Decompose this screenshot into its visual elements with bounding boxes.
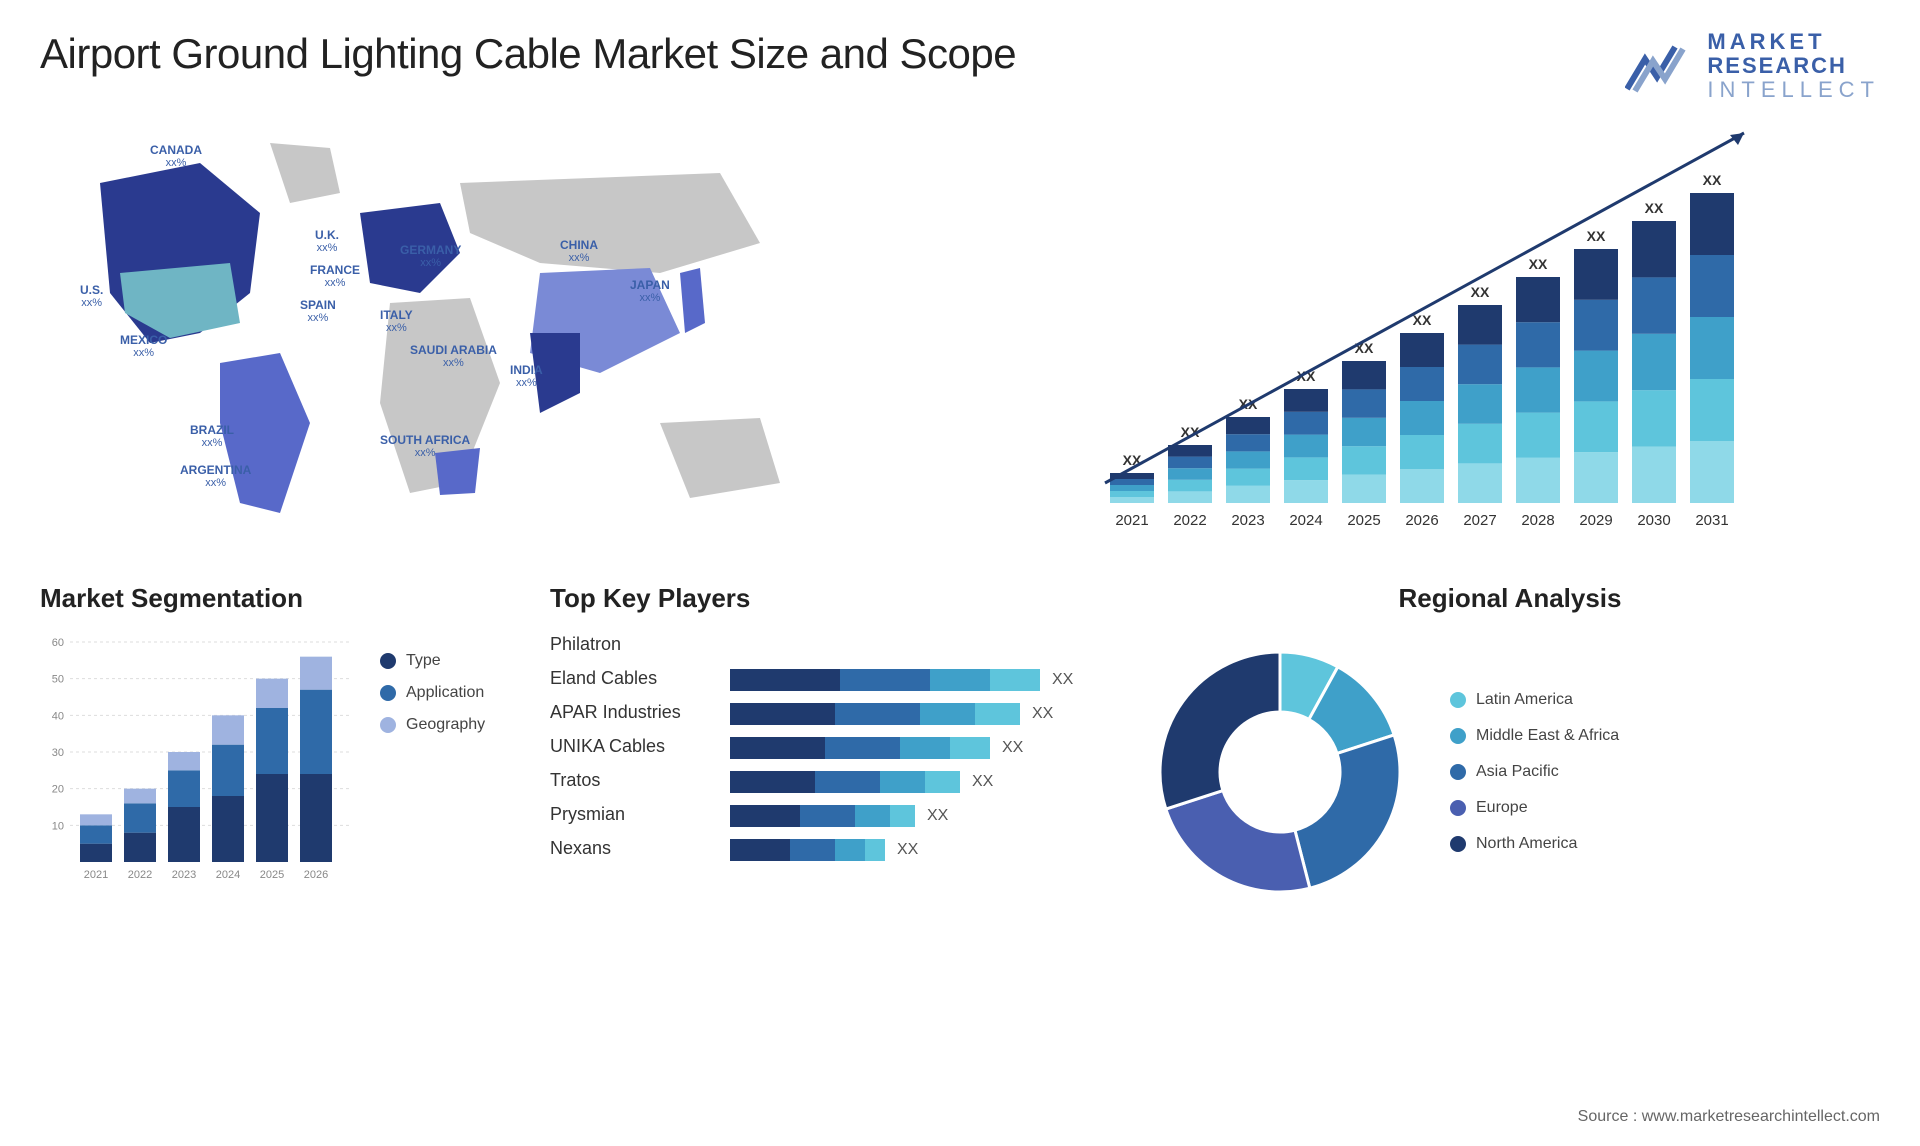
svg-text:2026: 2026 xyxy=(304,869,328,881)
map-label: JAPANxx% xyxy=(630,278,670,306)
key-player-name: Philatron xyxy=(550,634,720,662)
svg-text:2021: 2021 xyxy=(1115,512,1148,529)
svg-text:2025: 2025 xyxy=(1347,512,1380,529)
key-player-name: Tratos xyxy=(550,770,720,798)
map-label: FRANCExx% xyxy=(310,263,360,291)
legend-item: Type xyxy=(380,652,485,670)
map-label: SPAINxx% xyxy=(300,298,336,326)
map-label: U.K.xx% xyxy=(315,228,339,256)
page-title: Airport Ground Lighting Cable Market Siz… xyxy=(40,30,1016,78)
svg-text:10: 10 xyxy=(52,820,64,832)
svg-text:XX: XX xyxy=(1587,228,1606,244)
key-player-bar: XX xyxy=(730,770,1110,794)
map-label: ITALYxx% xyxy=(380,308,413,336)
svg-text:2024: 2024 xyxy=(216,869,240,881)
svg-text:30: 30 xyxy=(52,747,64,759)
map-label: U.S.xx% xyxy=(80,283,103,311)
svg-text:2030: 2030 xyxy=(1637,512,1670,529)
svg-text:2023: 2023 xyxy=(1231,512,1264,529)
region-legend-item: Europe xyxy=(1450,799,1619,817)
regional-panel: Regional Analysis Latin America Middle Ea… xyxy=(1140,583,1880,912)
svg-text:2023: 2023 xyxy=(172,869,196,881)
svg-text:2025: 2025 xyxy=(260,869,284,881)
map-label: MEXICOxx% xyxy=(120,333,167,361)
legend-item: Application xyxy=(380,684,485,702)
market-growth-chart: XX2021XX2022XX2023XX2024XX2025XX2026XX20… xyxy=(980,123,1880,543)
legend-item: Geography xyxy=(380,716,485,734)
map-label: GERMANYxx% xyxy=(400,243,461,271)
key-player-bar: XX xyxy=(730,838,1110,862)
svg-text:XX: XX xyxy=(1529,256,1548,272)
svg-text:50: 50 xyxy=(52,673,64,685)
key-players-title: Top Key Players xyxy=(550,583,1110,614)
svg-text:40: 40 xyxy=(52,710,64,722)
map-label: BRAZILxx% xyxy=(190,423,234,451)
logo-icon xyxy=(1625,39,1695,94)
key-player-name: Eland Cables xyxy=(550,668,720,696)
key-player-bar: XX xyxy=(730,668,1110,692)
region-legend-item: North America xyxy=(1450,835,1619,853)
region-legend-item: Asia Pacific xyxy=(1450,763,1619,781)
svg-text:2021: 2021 xyxy=(84,869,108,881)
svg-text:2027: 2027 xyxy=(1463,512,1496,529)
logo-line1: MARKET xyxy=(1707,30,1880,54)
map-label: SOUTH AFRICAxx% xyxy=(380,433,470,461)
svg-text:XX: XX xyxy=(1645,200,1664,216)
svg-text:XX: XX xyxy=(1471,284,1490,300)
svg-text:60: 60 xyxy=(52,637,64,649)
logo-line2: RESEARCH xyxy=(1707,54,1880,78)
segmentation-title: Market Segmentation xyxy=(40,583,520,614)
svg-text:XX: XX xyxy=(1703,172,1722,188)
region-legend-item: Middle East & Africa xyxy=(1450,727,1619,745)
map-label: CANADAxx% xyxy=(150,143,202,171)
regional-title: Regional Analysis xyxy=(1140,583,1880,614)
key-player-bar: XX xyxy=(730,702,1110,726)
segmentation-panel: Market Segmentation 10 20 30 40 50 60 2021 2022… xyxy=(40,583,520,912)
key-player-bar: XX xyxy=(730,736,1110,760)
svg-text:2026: 2026 xyxy=(1405,512,1438,529)
map-label: SAUDI ARABIAxx% xyxy=(410,343,497,371)
world-map: CANADAxx% U.S.xx% MEXICOxx% BRAZILxx% ARGENT… xyxy=(40,123,940,543)
svg-text:20: 20 xyxy=(52,783,64,795)
svg-text:2022: 2022 xyxy=(1173,512,1206,529)
key-player-name: UNIKA Cables xyxy=(550,736,720,764)
brand-logo: MARKET RESEARCH INTELLECT xyxy=(1625,30,1880,103)
source-attribution: Source : www.marketresearchintellect.com xyxy=(1578,1108,1880,1126)
svg-text:2024: 2024 xyxy=(1289,512,1322,529)
region-legend-item: Latin America xyxy=(1450,691,1619,709)
svg-text:2029: 2029 xyxy=(1579,512,1612,529)
key-player-name: Prysmian xyxy=(550,804,720,832)
key-player-name: Nexans xyxy=(550,838,720,866)
key-player-bar: XX xyxy=(730,804,1110,828)
key-players-panel: Top Key Players Philatron Eland Cables APA… xyxy=(550,583,1110,912)
svg-text:2031: 2031 xyxy=(1695,512,1728,529)
logo-line3: INTELLECT xyxy=(1707,78,1880,102)
map-label: ARGENTINAxx% xyxy=(180,463,251,491)
svg-text:2022: 2022 xyxy=(128,869,152,881)
map-label: CHINAxx% xyxy=(560,238,598,266)
map-label: INDIAxx% xyxy=(510,363,543,391)
key-player-name: APAR Industries xyxy=(550,702,720,730)
svg-text:2028: 2028 xyxy=(1521,512,1554,529)
